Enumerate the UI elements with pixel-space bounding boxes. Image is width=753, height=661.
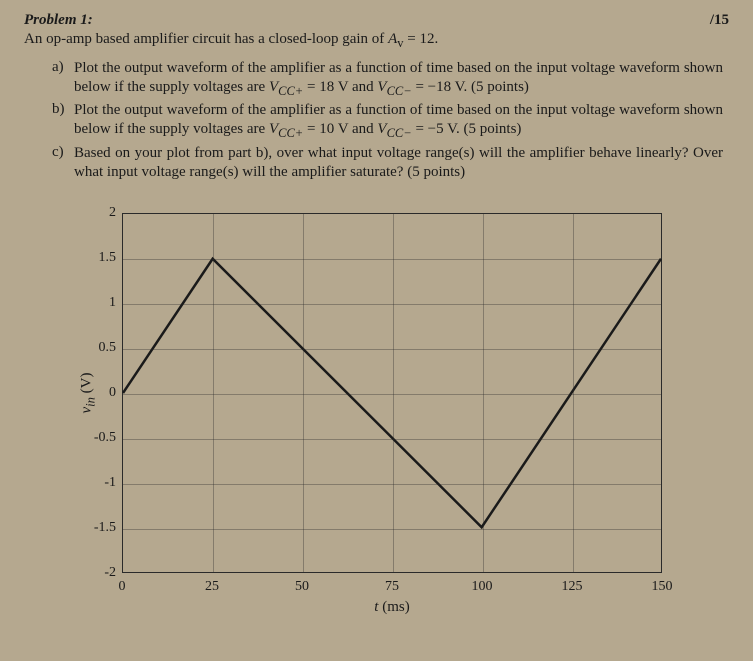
x-tick-label: 100 — [472, 579, 493, 595]
x-tick-label: 125 — [562, 579, 583, 595]
y-tick-label: -1 — [62, 475, 116, 491]
part-b: b) Plot the output waveform of the ampli… — [52, 101, 723, 141]
y-tick-label: 1 — [62, 295, 116, 311]
gridline-vertical — [483, 214, 484, 572]
x-tick-label: 75 — [385, 579, 399, 595]
problem-label: Problem 1: — [24, 12, 93, 29]
gridline-vertical — [573, 214, 574, 572]
part-body: Based on your plot from part b), over wh… — [74, 145, 723, 180]
gridline-horizontal — [123, 394, 661, 395]
parts-list: a) Plot the output waveform of the ampli… — [52, 59, 723, 181]
vcc-plus-sub: CC+ — [278, 84, 303, 98]
gridline-horizontal — [123, 484, 661, 485]
vcc-plus-sub: CC+ — [278, 126, 303, 140]
intro-text: An op-amp based amplifier circuit has a … — [24, 31, 729, 51]
vcc-minus-sub: CC− — [387, 126, 412, 140]
vcc-minus-sub: CC− — [387, 84, 412, 98]
gridline-horizontal — [123, 259, 661, 260]
gridline-horizontal — [123, 529, 661, 530]
ylabel-var: v — [78, 407, 94, 414]
y-tick-label: 2 — [62, 205, 116, 221]
y-tick-label: -1.5 — [62, 520, 116, 536]
vcc-plus: V — [269, 79, 278, 95]
waveform-line — [123, 214, 661, 572]
part-a: a) Plot the output waveform of the ampli… — [52, 59, 723, 99]
input-waveform — [123, 259, 661, 528]
vcc-plus-val: = 18 V and — [303, 79, 377, 95]
part-letter: a) — [52, 59, 74, 99]
y-tick-label: 0.5 — [62, 340, 116, 356]
x-tick-label: 0 — [119, 579, 126, 595]
part-letter: b) — [52, 101, 74, 141]
y-tick-label: 0 — [62, 385, 116, 401]
gridline-vertical — [213, 214, 214, 572]
vcc-plus-val: = 10 V and — [303, 121, 377, 137]
xlabel-unit: (ms) — [378, 599, 409, 615]
x-tick-label: 150 — [652, 579, 673, 595]
part-text: Plot the output waveform of the amplifie… — [74, 59, 723, 99]
x-tick-label: 25 — [205, 579, 219, 595]
gain-eq: = 12. — [403, 31, 438, 47]
chart: vin (V) t (ms) 0255075100125150-2-1.5-1-… — [62, 203, 702, 623]
header-row: Problem 1: /15 — [24, 12, 729, 29]
gain-var: A — [388, 31, 397, 47]
part-text: Plot the output waveform of the amplifie… — [74, 101, 723, 141]
x-axis-label: t (ms) — [374, 599, 409, 616]
gridline-vertical — [303, 214, 304, 572]
intro-prefix: An op-amp based amplifier circuit has a … — [24, 31, 388, 47]
vcc-plus: V — [269, 121, 278, 137]
vcc-minus-val: = −5 V. (5 points) — [412, 121, 522, 137]
vcc-minus-val: = −18 V. (5 points) — [412, 79, 529, 95]
gridline-vertical — [393, 214, 394, 572]
plot-area — [122, 213, 662, 573]
part-text: Based on your plot from part b), over wh… — [74, 144, 723, 182]
x-tick-label: 50 — [295, 579, 309, 595]
part-letter: c) — [52, 144, 74, 182]
y-tick-label: -0.5 — [62, 430, 116, 446]
vcc-minus: V — [377, 121, 386, 137]
gridline-horizontal — [123, 304, 661, 305]
gridline-horizontal — [123, 439, 661, 440]
y-tick-label: 1.5 — [62, 250, 116, 266]
points-label: /15 — [710, 12, 729, 29]
y-tick-label: -2 — [62, 565, 116, 581]
gridline-horizontal — [123, 349, 661, 350]
vcc-minus: V — [377, 79, 386, 95]
part-c: c) Based on your plot from part b), over… — [52, 144, 723, 182]
